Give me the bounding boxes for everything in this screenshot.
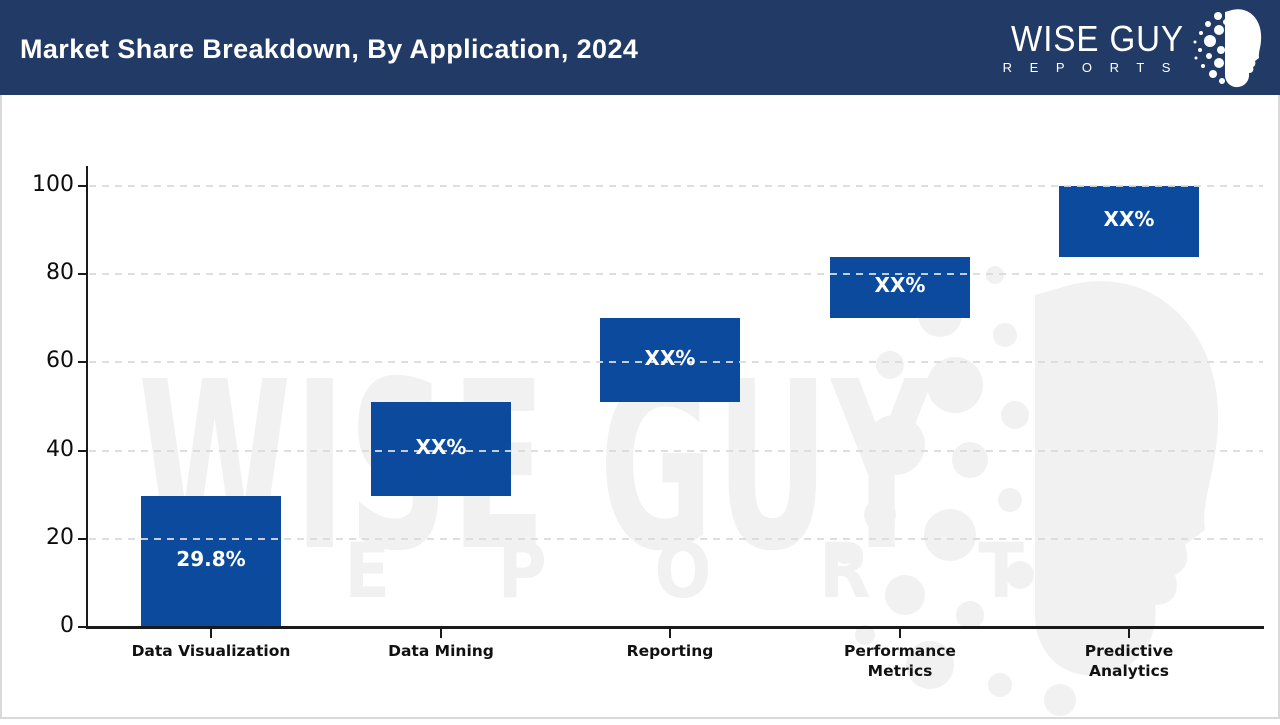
bar [1059, 186, 1199, 257]
gridline [89, 185, 1263, 187]
y-tick [78, 449, 86, 452]
page-title: Market Share Breakdown, By Application, … [20, 34, 639, 64]
x-category-label: Reporting [626, 642, 714, 660]
bar-value-label: XX% [1103, 207, 1155, 232]
x-category-label: Performance Metrics [844, 642, 956, 680]
bar-value-label: 29.8% [176, 547, 246, 572]
bar-value-label: XX% [874, 273, 926, 298]
bar-value-label: XX% [644, 346, 696, 371]
x-axis [86, 626, 1264, 629]
y-axis [86, 166, 88, 629]
header-bar: Market Share Breakdown, By Application, … [0, 0, 1280, 95]
brand-subname: R E P O R T S [1002, 60, 1178, 75]
y-tick-label: 20 [46, 524, 74, 550]
chart-area: WISE GUY R E P O R T S 0 20 40 60 80 100 29.8%… [0, 95, 1280, 720]
y-tick [78, 361, 86, 364]
y-tick-label: 0 [60, 613, 74, 638]
brand-logo: WISE GUY R E P O R T S [1003, 4, 1262, 92]
x-tick [210, 629, 212, 638]
x-tick [440, 629, 442, 638]
bar [600, 318, 740, 403]
y-tick-label: 80 [46, 260, 74, 286]
x-tick [899, 629, 901, 638]
bar [141, 495, 281, 627]
bar-value-label: XX% [415, 434, 467, 459]
y-tick-label: 100 [32, 172, 74, 197]
gridline [89, 449, 1263, 452]
watermark-subtext: R E P O R T S [185, 526, 1223, 615]
x-category-label: Data Visualization [131, 642, 291, 660]
x-category-label: Data Mining [388, 642, 494, 660]
dotted-face-profile-icon [1193, 9, 1262, 88]
x-category-label: Predictive Analytics [1084, 642, 1174, 680]
y-tick [78, 626, 86, 628]
x-tick [1128, 629, 1130, 638]
y-tick [78, 185, 86, 187]
y-tick [78, 537, 86, 540]
x-tick [669, 629, 671, 638]
gridline [89, 273, 1263, 276]
y-tick [78, 273, 86, 276]
y-tick-label: 60 [46, 348, 74, 374]
brand-name: WISE GUY [1011, 18, 1184, 59]
y-tick-label: 40 [46, 436, 74, 462]
bar [371, 402, 511, 496]
brand-logo-text: WISE GUY R E P O R T S [996, 18, 1184, 76]
gridline [89, 361, 1263, 364]
gridline [89, 537, 1263, 540]
